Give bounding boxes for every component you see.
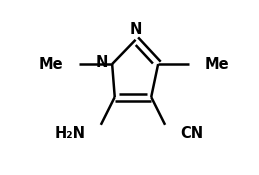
Text: CN: CN bbox=[181, 126, 204, 141]
Text: N: N bbox=[96, 55, 108, 70]
Text: Me: Me bbox=[39, 57, 63, 72]
Text: Me: Me bbox=[205, 57, 230, 72]
Text: H₂N: H₂N bbox=[54, 126, 85, 141]
Text: N: N bbox=[130, 22, 142, 37]
